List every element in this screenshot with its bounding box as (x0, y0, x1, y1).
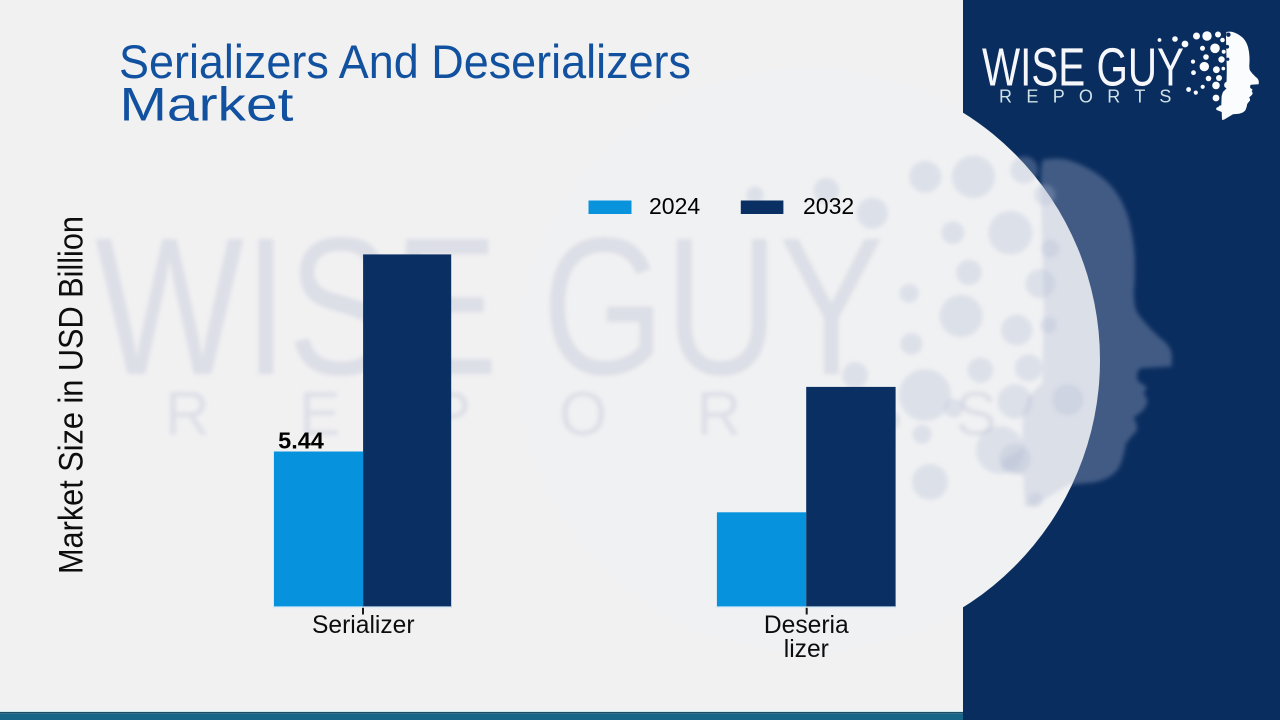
svg-text:2032: 2032 (803, 193, 854, 219)
svg-text:Market: Market (120, 78, 294, 131)
svg-text:Market Size in USD Billion: Market Size in USD Billion (53, 216, 91, 574)
svg-text:5.44: 5.44 (278, 428, 324, 454)
svg-text:2024: 2024 (649, 193, 700, 219)
svg-text:WISE GUY: WISE GUY (95, 197, 884, 416)
svg-text:WISE GUY: WISE GUY (982, 38, 1184, 98)
svg-text:lizer: lizer (784, 636, 829, 663)
svg-text:Serializer: Serializer (312, 612, 415, 639)
svg-text:R E P O R T S: R E P O R T S (999, 87, 1176, 107)
svg-text:Deseria: Deseria (764, 612, 849, 639)
svg-text:Serializers And Deserializers: Serializers And Deserializers (119, 35, 691, 88)
